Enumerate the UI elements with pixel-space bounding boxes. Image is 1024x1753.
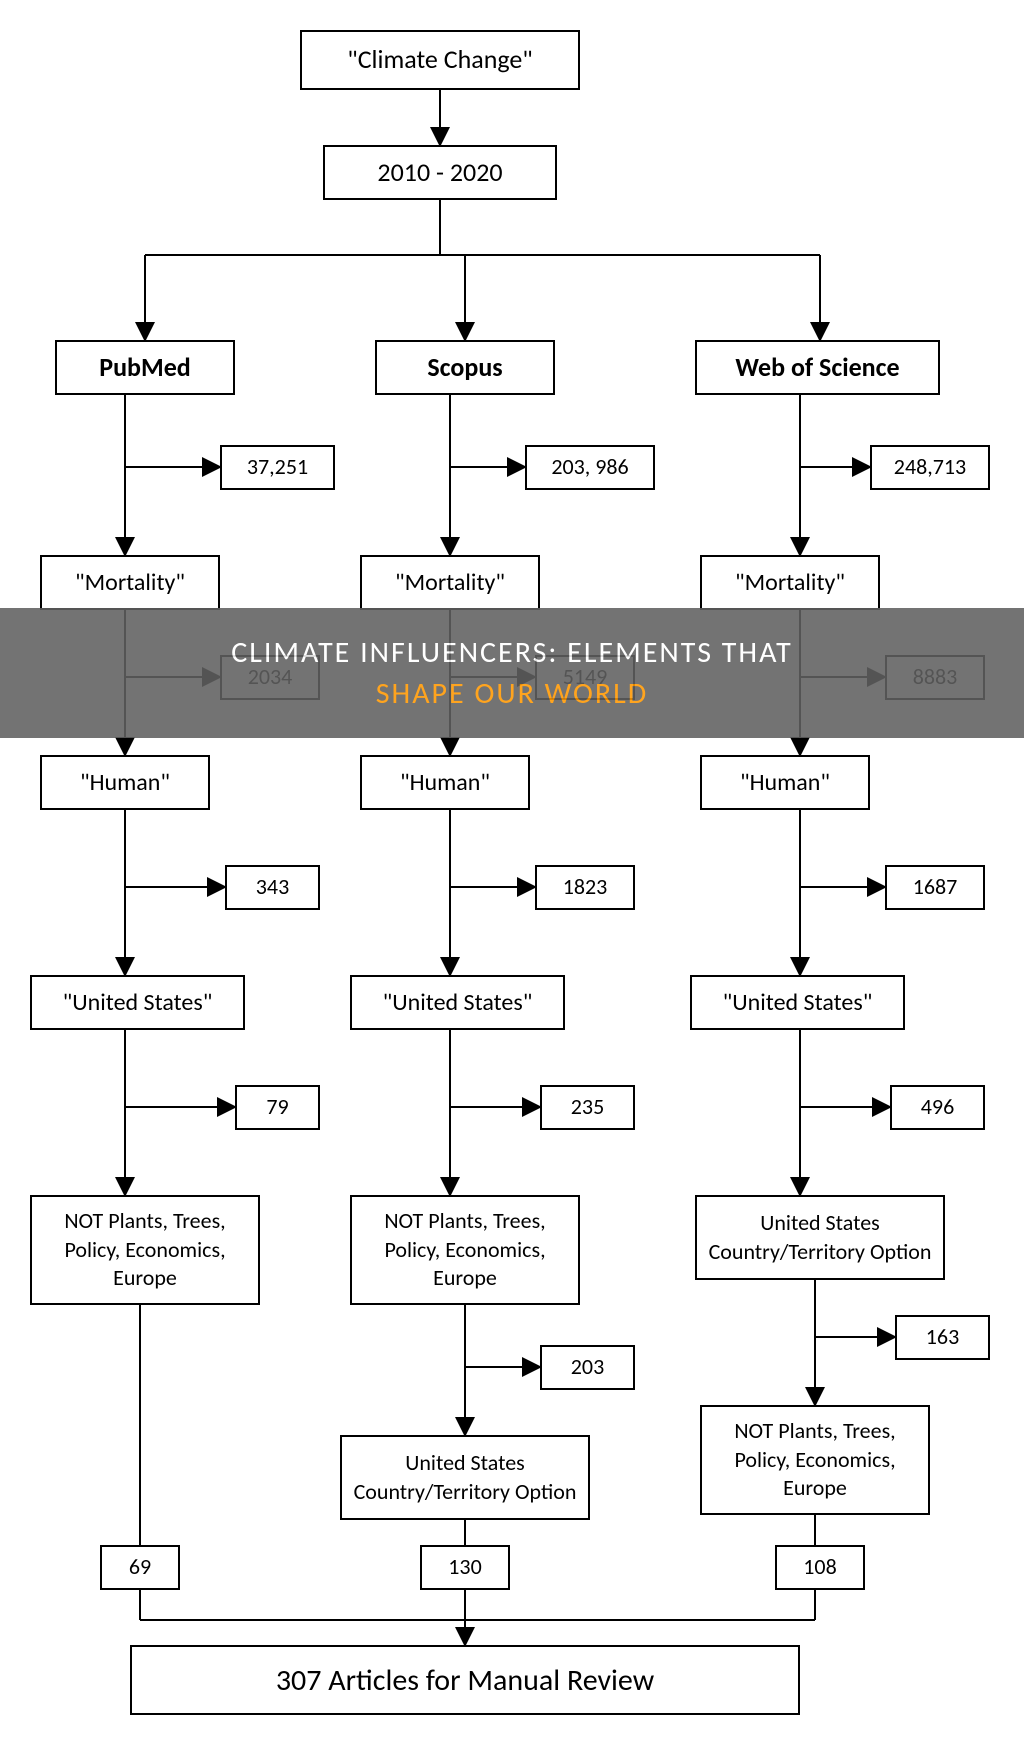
node-n_ws_1: 248,713: [870, 445, 990, 490]
node-scopus: Scopus: [375, 340, 555, 395]
node-pubmed: PubMed: [55, 340, 235, 395]
node-hum_ws: "Human": [700, 755, 870, 810]
node-usct_sc: United States Country/Territory Option: [340, 1435, 590, 1520]
node-n_sc_1: 203, 986: [525, 445, 655, 490]
node-n_pm_5: 69: [100, 1545, 180, 1590]
node-n_sc_5: 203: [540, 1345, 635, 1390]
node-n_ws_3: 1687: [885, 865, 985, 910]
node-usct_ws: United States Country/Territory Option: [695, 1195, 945, 1280]
node-us_sc: "United States": [350, 975, 565, 1030]
banner-line1: CLIMATE INFLUENCERS: ELEMENTS THAT: [231, 634, 793, 671]
node-n_pm_3: 343: [225, 865, 320, 910]
node-wos: Web of Science: [695, 340, 940, 395]
node-mort_ws: "Mortality": [700, 555, 880, 610]
node-n_ws_5: 163: [895, 1315, 990, 1360]
node-years: 2010 - 2020: [323, 145, 557, 200]
node-n_pm_1: 37,251: [220, 445, 335, 490]
node-climate: "Climate Change": [300, 30, 580, 90]
node-not_ws: NOT Plants, Trees, Policy, Economics, Eu…: [700, 1405, 930, 1515]
node-hum_pm: "Human": [40, 755, 210, 810]
node-us_pm: "United States": [30, 975, 245, 1030]
banner-highlight: SHAPE OUR WORLD: [376, 675, 649, 712]
node-hum_sc: "Human": [360, 755, 530, 810]
node-n_sc_3: 1823: [535, 865, 635, 910]
node-n_ws_4: 496: [890, 1085, 985, 1130]
node-n_pm_4: 79: [235, 1085, 320, 1130]
node-not_sc: NOT Plants, Trees, Policy, Economics, Eu…: [350, 1195, 580, 1305]
node-n_sc_4: 235: [540, 1085, 635, 1130]
node-n_sc_6: 130: [420, 1545, 510, 1590]
node-not_pm: NOT Plants, Trees, Policy, Economics, Eu…: [30, 1195, 260, 1305]
node-mort_sc: "Mortality": [360, 555, 540, 610]
node-final: 307 Articles for Manual Review: [130, 1645, 800, 1715]
node-n_ws_6: 108: [775, 1545, 865, 1590]
title-banner: CLIMATE INFLUENCERS: ELEMENTS THAT SHAPE…: [0, 608, 1024, 738]
node-us_ws: "United States": [690, 975, 905, 1030]
node-mort_pm: "Mortality": [40, 555, 220, 610]
